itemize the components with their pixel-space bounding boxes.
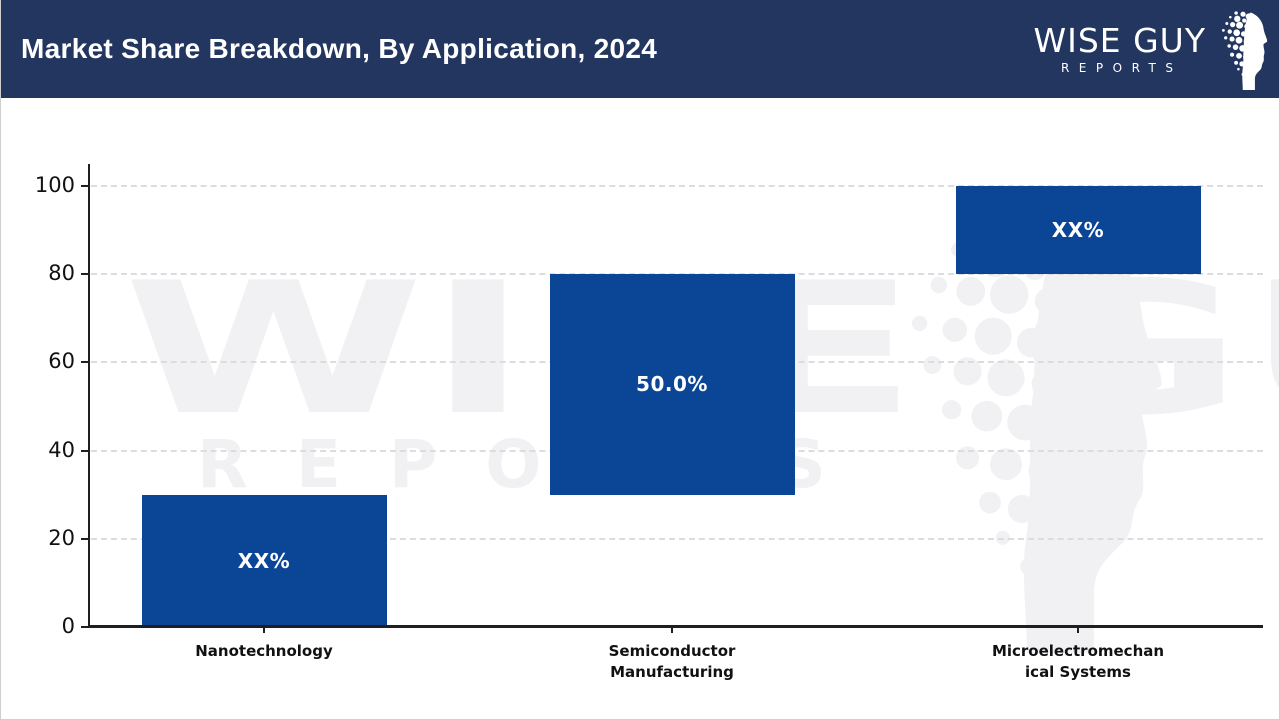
y-tick-mark bbox=[81, 626, 89, 628]
y-tick-label: 100 bbox=[34, 173, 75, 197]
x-category-label: Nanotechnology bbox=[94, 641, 434, 662]
y-axis-line bbox=[88, 164, 90, 628]
wiseguy-logo: WISE GUY REPORTS bbox=[1033, 9, 1268, 90]
page-title: Market Share Breakdown, By Application, … bbox=[21, 33, 658, 64]
y-tick-label: 80 bbox=[48, 261, 75, 286]
x-category-label: Semiconductor Manufacturing bbox=[502, 641, 842, 683]
wiseguy-head-icon bbox=[1221, 10, 1268, 90]
logo-wordmark: WISE GUY bbox=[1033, 20, 1206, 60]
logo-subtitle: REPORTS bbox=[1060, 60, 1183, 75]
y-tick-mark bbox=[81, 361, 89, 364]
x-category-label-line: ical Systems bbox=[1025, 663, 1131, 681]
x-tick-mark bbox=[671, 628, 673, 633]
y-tick-label: 20 bbox=[48, 525, 75, 550]
y-tick-mark bbox=[81, 273, 89, 276]
bar-value-label: XX% bbox=[1051, 218, 1105, 243]
y-tick-mark bbox=[81, 449, 89, 452]
bar-value-label: XX% bbox=[237, 548, 291, 573]
logo-text: WISE GUY REPORTS bbox=[1033, 24, 1206, 75]
x-axis-line bbox=[88, 625, 1263, 628]
bar-value-label: 50.0% bbox=[636, 372, 708, 397]
x-category-label-line: Microelectromechan bbox=[991, 642, 1165, 660]
y-tick-mark bbox=[81, 537, 89, 540]
y-tick-label: 40 bbox=[48, 437, 75, 462]
bar: XX% bbox=[141, 494, 387, 627]
bar: 50.0% bbox=[549, 274, 795, 495]
x-tick-mark bbox=[1077, 628, 1079, 633]
x-category-label-line: Manufacturing bbox=[610, 663, 734, 681]
x-category-label-line: Nanotechnology bbox=[195, 642, 333, 660]
gridline bbox=[91, 537, 1263, 540]
y-tick-mark bbox=[81, 185, 89, 187]
x-category-label-line: Semiconductor bbox=[608, 642, 736, 660]
y-tick-label: 60 bbox=[48, 349, 75, 374]
bar: XX% bbox=[955, 186, 1201, 275]
gridline bbox=[91, 185, 1263, 187]
header: Market Share Breakdown, By Application, … bbox=[1, 0, 1279, 98]
x-category-label: Microelectromechan ical Systems bbox=[908, 641, 1248, 683]
y-tick-label: 0 bbox=[61, 614, 75, 638]
x-tick-mark bbox=[263, 628, 265, 633]
